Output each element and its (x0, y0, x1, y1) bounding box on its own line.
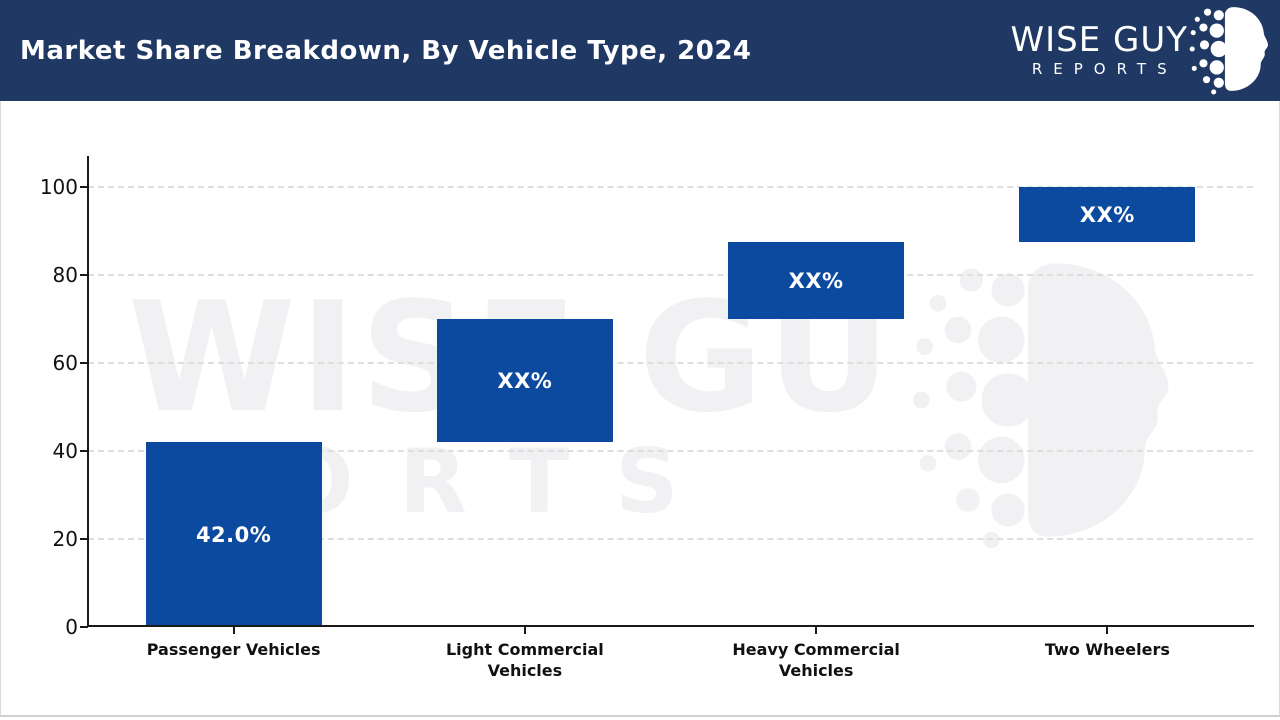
y-tick-label: 100 (39, 175, 78, 199)
x-category-label: Heavy Commercial Vehicles (732, 640, 900, 680)
y-tick-mark (80, 538, 88, 540)
y-tick-mark (80, 362, 88, 364)
dotted-head-profile-icon (1182, 3, 1274, 99)
y-tick-label: 60 (52, 351, 78, 375)
y-tick-mark (80, 186, 88, 188)
page-title: Market Share Breakdown, By Vehicle Type,… (20, 35, 752, 66)
x-category-label: Light Commercial Vehicles (445, 640, 604, 680)
bar-4: XX% (1019, 187, 1196, 242)
x-category-label: Two Wheelers (1044, 640, 1170, 659)
x-tick-mark (1106, 627, 1109, 634)
y-tick-mark (80, 450, 88, 452)
y-tick-mark (80, 626, 88, 628)
bar-value-label: XX% (497, 368, 553, 393)
y-tick-label: 80 (52, 263, 78, 287)
x-axis-line (87, 625, 1254, 627)
x-tick-mark (232, 627, 235, 634)
bar-1: 42.0% (145, 442, 322, 627)
bar-value-label: XX% (1079, 202, 1135, 227)
y-tick-label: 20 (52, 527, 78, 551)
y-tick-label: 40 (52, 439, 78, 463)
y-axis-line (87, 156, 89, 627)
logo-wordmark: WISE GUY (1010, 20, 1188, 61)
watermark-dotted-head-icon (888, 225, 1188, 579)
y-tick-label: 0 (65, 615, 78, 639)
bar-value-label: 42.0% (195, 522, 272, 547)
logo-text: WISE GUY REPORTS (1010, 20, 1188, 78)
bar-3: XX% (728, 242, 905, 319)
bar-2: XX% (436, 319, 613, 443)
wise-guy-reports-logo: WISE GUY REPORTS (1010, 3, 1280, 99)
gridline (88, 274, 1253, 276)
gridline (88, 538, 1253, 540)
x-category-label: Passenger Vehicles (146, 640, 321, 659)
gridline (88, 186, 1253, 188)
gridline (88, 362, 1253, 364)
x-tick-mark (815, 627, 818, 634)
gridline (88, 450, 1253, 452)
x-tick-mark (523, 627, 526, 634)
y-tick-mark (80, 274, 88, 276)
logo-subtext: REPORTS (1031, 59, 1178, 78)
header-band: Market Share Breakdown, By Vehicle Type,… (0, 0, 1280, 101)
bar-value-label: XX% (788, 268, 844, 293)
